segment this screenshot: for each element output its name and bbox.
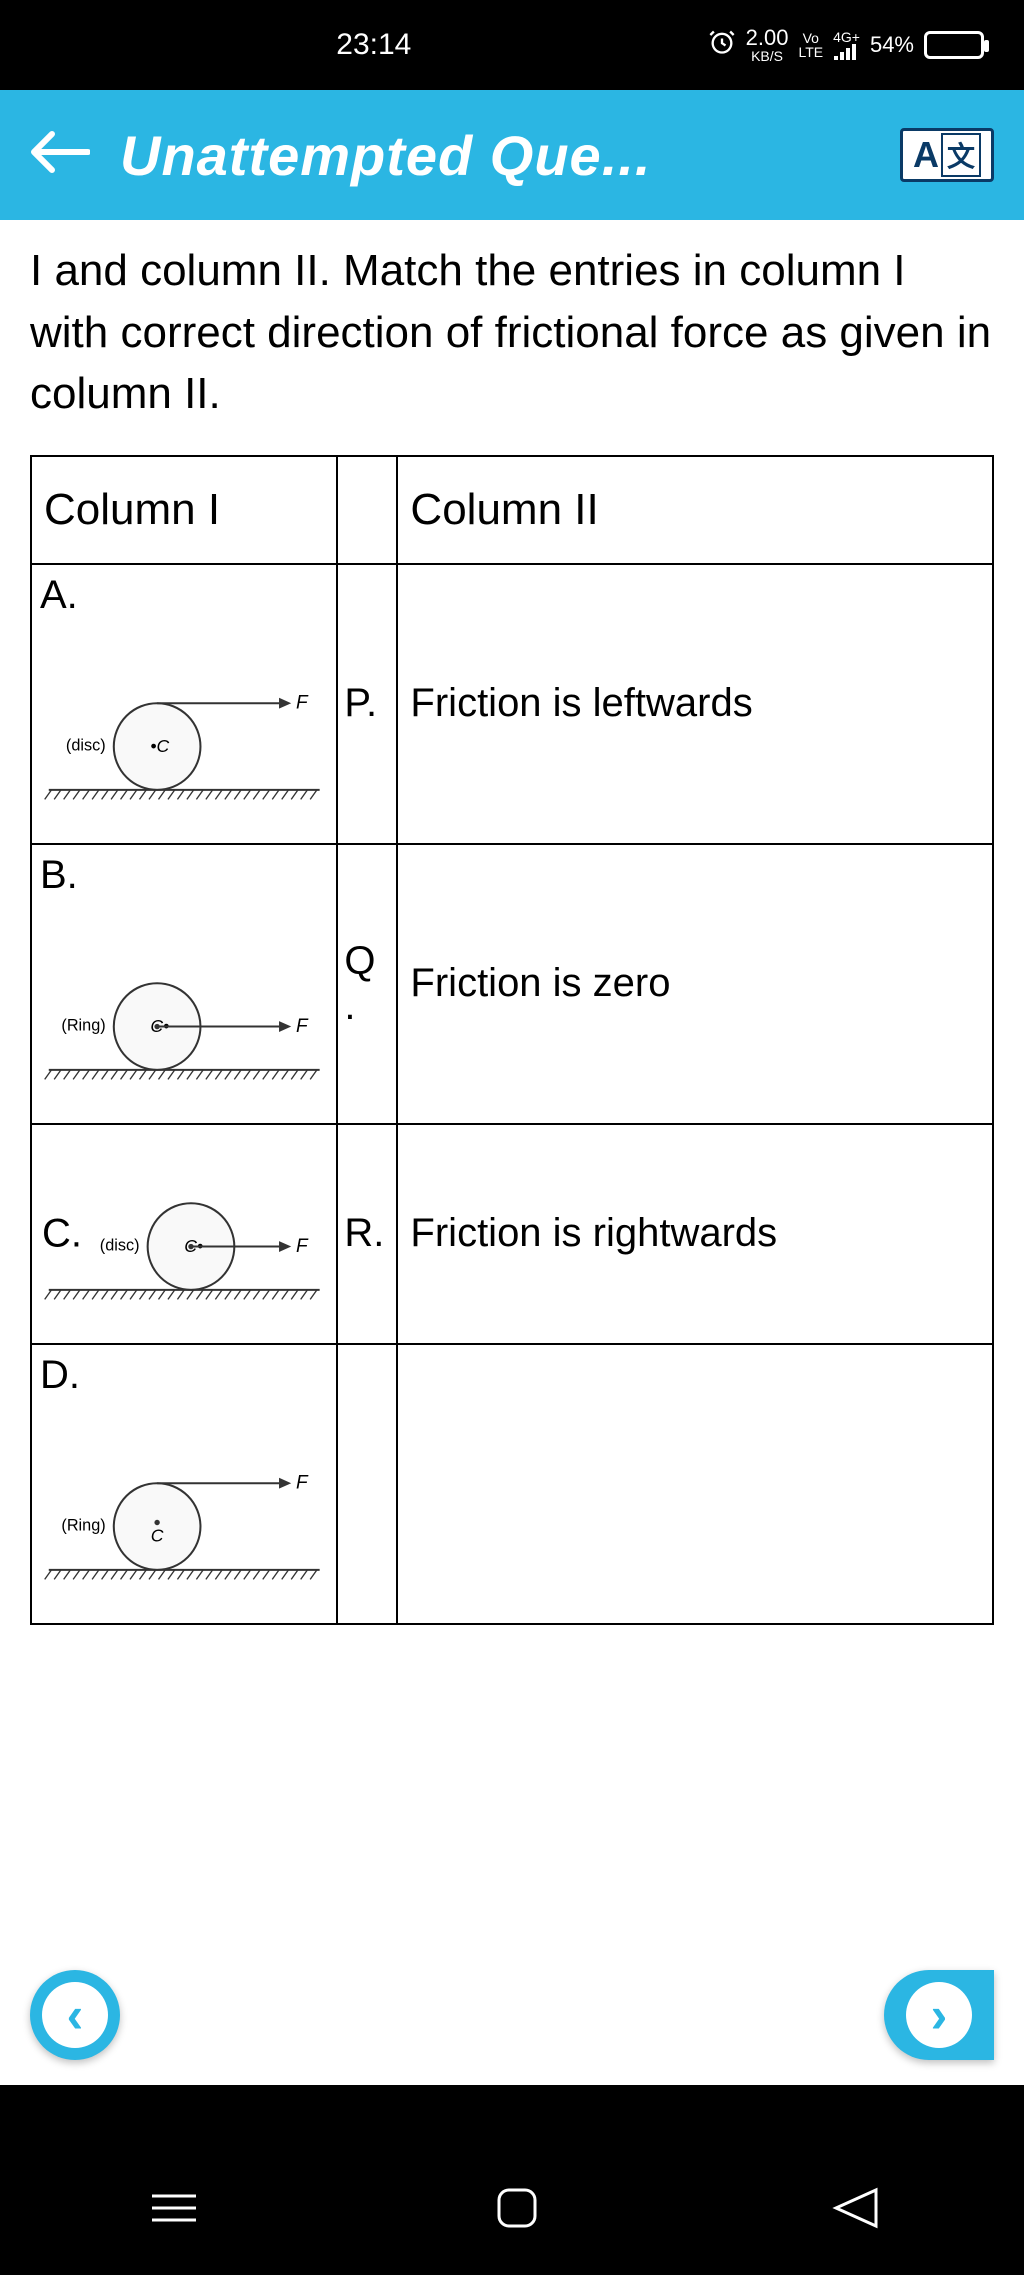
col2-cell: Friction is leftwards [397, 564, 993, 844]
row-letter: D. [40, 1353, 80, 1398]
svg-text:F: F [296, 692, 309, 713]
status-volte: Vo LTE [798, 31, 823, 59]
table-header-row: Column I Column II [31, 456, 993, 564]
translate-button[interactable]: A 文 [900, 128, 994, 182]
alarm-icon [708, 28, 736, 62]
col-mid-cell: Q . [337, 844, 397, 1124]
nav-fabs: ‹ › [0, 1970, 1024, 2060]
status-bar: 23:14 2.00 KB/S Vo LTE 4G+ 54% [0, 0, 1024, 90]
col1-cell: A. •C F (disc) [31, 564, 337, 844]
net-speed-value: 2.00 [746, 27, 789, 49]
table-row: B.C•F(Ring)Q .Friction is zero [31, 844, 993, 1124]
col2-cell: Friction is zero [397, 844, 993, 1124]
table-row: A. •C F (disc) P.Friction is leftwards [31, 564, 993, 844]
match-table: Column I Column II A.•CF(disc)P.Friction… [30, 455, 994, 1625]
status-time: 23:14 [40, 28, 708, 62]
system-nav-bar [0, 2145, 1024, 2275]
col-mid-header [337, 456, 397, 564]
app-bar: Unattempted Que... A 文 [0, 90, 1024, 220]
system-back-button[interactable] [830, 2186, 880, 2235]
battery-pct: 54% [870, 32, 914, 58]
page-title: Unattempted Que... [120, 123, 870, 188]
recent-apps-button[interactable] [144, 2188, 204, 2233]
diagram: •C F (disc) [42, 633, 326, 833]
row-letter: A. [40, 573, 78, 618]
svg-text:(Ring): (Ring) [61, 1016, 105, 1034]
home-button[interactable] [493, 2184, 541, 2237]
svg-text:F: F [296, 1236, 309, 1257]
signal-bars-icon [834, 44, 860, 60]
diagram: C•F(Ring) [42, 913, 326, 1113]
row-letter: B. [40, 853, 78, 898]
col2-header: Column II [397, 456, 993, 564]
svg-text:F: F [296, 1472, 309, 1493]
svg-text:•C: •C [150, 736, 169, 756]
pre-nav-blackbar [0, 2085, 1024, 2145]
svg-text:(disc): (disc) [66, 736, 106, 754]
col-mid-cell: R. [337, 1124, 397, 1344]
back-button[interactable] [30, 121, 90, 190]
col1-cell: B.C•F(Ring) [31, 844, 337, 1124]
table-row: D. C F (Ring) [31, 1344, 993, 1624]
question-content: I and column II. Match the entries in co… [0, 220, 1024, 1625]
col-mid-cell [337, 1344, 397, 1624]
volte-top: Vo [803, 31, 819, 45]
col2-cell [397, 1344, 993, 1624]
translate-a: A [913, 134, 939, 176]
col2-cell: Friction is rightwards [397, 1124, 993, 1344]
status-net-speed: 2.00 KB/S [746, 27, 789, 63]
volte-bottom: LTE [798, 45, 823, 59]
col1-cell: C.C•F(disc) [31, 1124, 337, 1344]
prev-button[interactable]: ‹ [30, 1970, 120, 2060]
battery-icon [924, 31, 984, 59]
status-signal: 4G+ [833, 30, 860, 60]
diagram: C F (Ring) [42, 1413, 326, 1613]
svg-text:C: C [151, 1525, 164, 1545]
svg-text:(Ring): (Ring) [61, 1516, 105, 1534]
col1-header: Column I [31, 456, 337, 564]
next-button[interactable]: › [884, 1970, 994, 2060]
diagram: C•F(disc) [42, 1133, 326, 1333]
svg-text:(disc): (disc) [100, 1236, 140, 1254]
col-mid-cell: P. [337, 564, 397, 844]
svg-text:F: F [296, 1016, 309, 1037]
signal-type: 4G+ [833, 30, 860, 44]
col1-cell: D. C F (Ring) [31, 1344, 337, 1624]
net-speed-unit: KB/S [751, 49, 783, 63]
table-row: C.C•F(disc)R.Friction is rightwards [31, 1124, 993, 1344]
translate-x: 文 [941, 133, 981, 177]
status-right-cluster: 2.00 KB/S Vo LTE 4G+ 54% [708, 27, 984, 63]
question-intro: I and column II. Match the entries in co… [30, 240, 994, 425]
